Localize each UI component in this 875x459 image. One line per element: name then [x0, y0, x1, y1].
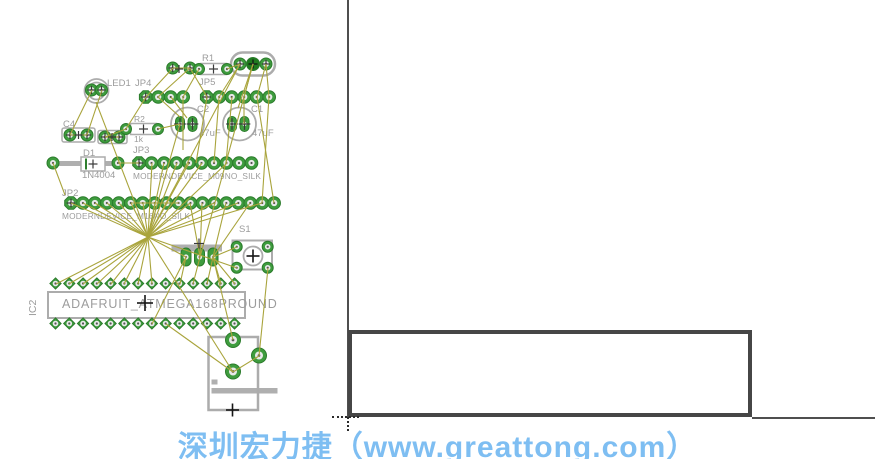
- pad[interactable]: [267, 196, 281, 210]
- pad[interactable]: [159, 317, 172, 330]
- pad[interactable]: [261, 261, 274, 274]
- silk-label: MODERNDEVICE_M16NO_SILK: [62, 211, 190, 221]
- pad[interactable]: [76, 317, 90, 330]
- board-outline-rect: [348, 330, 752, 417]
- pad[interactable]: [262, 90, 277, 104]
- origin-crosses: [74, 64, 260, 417]
- watermark-text: 深圳宏力捷（www.greattong.com）: [177, 431, 698, 459]
- silk-label: JP5: [199, 77, 215, 88]
- pad[interactable]: [231, 196, 246, 210]
- pad[interactable]: [186, 317, 200, 330]
- pad[interactable]: [173, 317, 186, 330]
- silk-label: C4: [63, 119, 75, 130]
- silk-label: R2: [134, 114, 145, 124]
- pad[interactable]: [228, 317, 241, 330]
- pad[interactable]: [163, 90, 178, 104]
- silk-label: LED1: [107, 78, 131, 89]
- pad[interactable]: [118, 317, 131, 330]
- pad[interactable]: [186, 116, 199, 132]
- silk-label: 47uF: [199, 128, 221, 139]
- silk-label: MODERNDEVICE_M09NO_SILK: [133, 171, 261, 181]
- pad[interactable]: [232, 156, 246, 170]
- pad[interactable]: [104, 317, 117, 330]
- silk-label: 1k: [134, 134, 144, 144]
- pad[interactable]: [249, 90, 264, 104]
- pad[interactable]: [244, 156, 259, 170]
- pad[interactable]: [62, 317, 76, 330]
- silk-label: ADAFRUIT_ATMEGA168PROUND: [62, 297, 278, 311]
- origin-crosshair-v: [347, 417, 349, 431]
- pad[interactable]: [76, 196, 90, 210]
- frame-line-horizontal: [752, 416, 875, 419]
- silk-label: JP4: [135, 78, 151, 89]
- component-gray-fills: [56, 161, 278, 394]
- ratsnest-airwires: [52, 63, 275, 373]
- silk-label: D1: [83, 148, 95, 159]
- pad[interactable]: [95, 83, 108, 97]
- silk-label: IC2: [27, 300, 39, 317]
- silk-label: S1: [239, 224, 251, 235]
- pad[interactable]: [131, 317, 145, 330]
- silk-label: R1: [202, 53, 214, 64]
- origin-crosshair-h: [332, 416, 359, 418]
- pad[interactable]: [225, 332, 241, 348]
- frame-divider-vertical: [346, 0, 349, 418]
- pad[interactable]: [132, 156, 146, 170]
- pad[interactable]: [90, 317, 104, 330]
- silk-label: JP2: [62, 188, 78, 199]
- silk-label: C1: [251, 104, 263, 115]
- silk-label: C2: [197, 104, 209, 115]
- pad[interactable]: [49, 277, 62, 290]
- silk-label: 1N4004: [82, 170, 115, 181]
- silk-label: JP3: [133, 145, 149, 156]
- pad[interactable]: [261, 240, 274, 253]
- pad[interactable]: [49, 317, 62, 330]
- pad[interactable]: [195, 196, 210, 210]
- pad[interactable]: [159, 277, 172, 290]
- pad[interactable]: [214, 317, 228, 330]
